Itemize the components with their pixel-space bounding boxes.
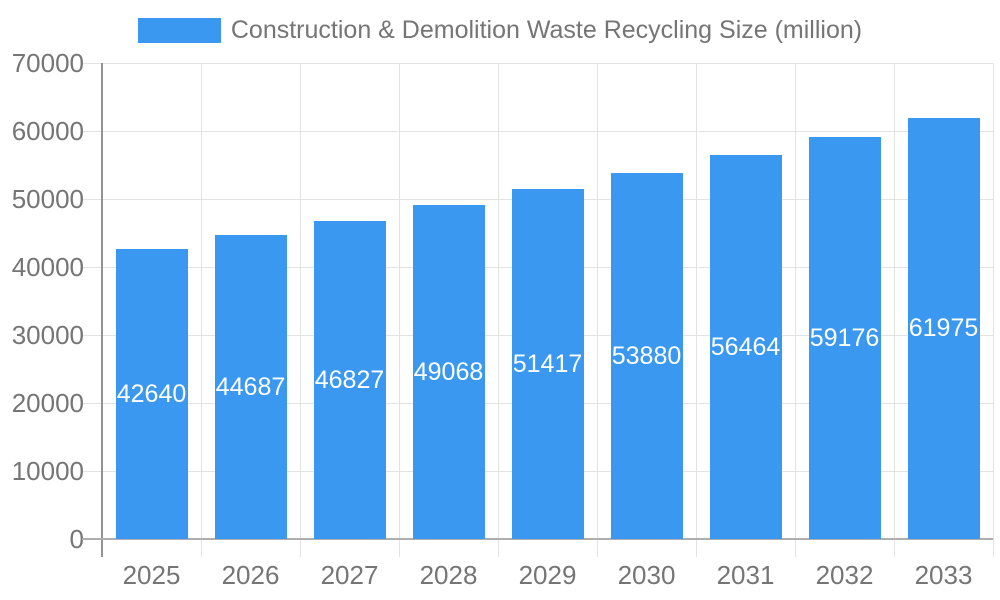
y-axis-tick-label: 30000 xyxy=(11,320,84,350)
bar-2026[interactable]: 44687 xyxy=(214,235,287,539)
x-axis-tick-label: 2026 xyxy=(221,560,280,590)
bar-value-label: 46827 xyxy=(314,365,385,394)
x-axis-tick-label: 2033 xyxy=(914,560,973,590)
gridline-vertical xyxy=(893,63,895,557)
bar-2032[interactable]: 59176 xyxy=(808,137,881,539)
bar-2033[interactable]: 61975 xyxy=(907,118,980,539)
x-axis-tick-label: 2025 xyxy=(122,560,181,590)
x-axis-baseline xyxy=(82,538,993,540)
y-axis-tick-label: 50000 xyxy=(11,184,84,214)
bar-2029[interactable]: 51417 xyxy=(511,189,584,539)
bar-value-label: 59176 xyxy=(809,323,880,352)
legend-swatch xyxy=(137,17,221,43)
x-axis-tick-label: 2029 xyxy=(518,560,577,590)
gridline-vertical xyxy=(992,63,994,557)
gridline-vertical xyxy=(497,63,499,557)
gridline-vertical xyxy=(695,63,697,557)
bar-2030[interactable]: 53880 xyxy=(610,173,683,539)
y-axis-tick-label: 40000 xyxy=(11,252,84,282)
bar-value-label: 53880 xyxy=(611,341,682,370)
legend-label: Construction & Demolition Waste Recyclin… xyxy=(230,15,863,44)
bar-value-label: 49068 xyxy=(413,357,484,386)
y-axis-tick-label: 60000 xyxy=(11,116,84,146)
gridline-vertical xyxy=(398,63,400,557)
gridline-horizontal xyxy=(82,130,993,132)
legend: Construction & Demolition Waste Recyclin… xyxy=(0,15,1000,44)
bar-value-label: 44687 xyxy=(215,372,286,401)
gridline-vertical xyxy=(299,63,301,557)
x-axis-tick-label: 2028 xyxy=(419,560,478,590)
gridline-vertical xyxy=(200,63,202,557)
gridline-vertical xyxy=(596,63,598,557)
y-axis-tick-label: 70000 xyxy=(11,48,84,78)
x-axis-tick-label: 2030 xyxy=(617,560,676,590)
bar-2025[interactable]: 42640 xyxy=(115,249,188,539)
bar-value-label: 61975 xyxy=(908,314,979,342)
bar-value-label: 56464 xyxy=(710,332,781,361)
bar-2027[interactable]: 46827 xyxy=(313,221,386,539)
bar-2031[interactable]: 56464 xyxy=(709,155,782,539)
gridline-horizontal xyxy=(82,62,993,64)
bar-value-label: 51417 xyxy=(512,349,583,378)
x-axis-tick-label: 2031 xyxy=(716,560,775,590)
y-axis-tick-label: 20000 xyxy=(11,388,84,418)
y-axis-line xyxy=(101,63,103,557)
x-axis-tick-label: 2032 xyxy=(815,560,874,590)
y-axis-tick-label: 0 xyxy=(69,524,84,554)
bar-value-label: 42640 xyxy=(116,379,187,408)
y-axis-tick-label: 10000 xyxy=(11,456,84,486)
gridline-vertical xyxy=(794,63,796,557)
x-axis-tick-label: 2027 xyxy=(320,560,379,590)
bar-2028[interactable]: 49068 xyxy=(412,205,485,539)
